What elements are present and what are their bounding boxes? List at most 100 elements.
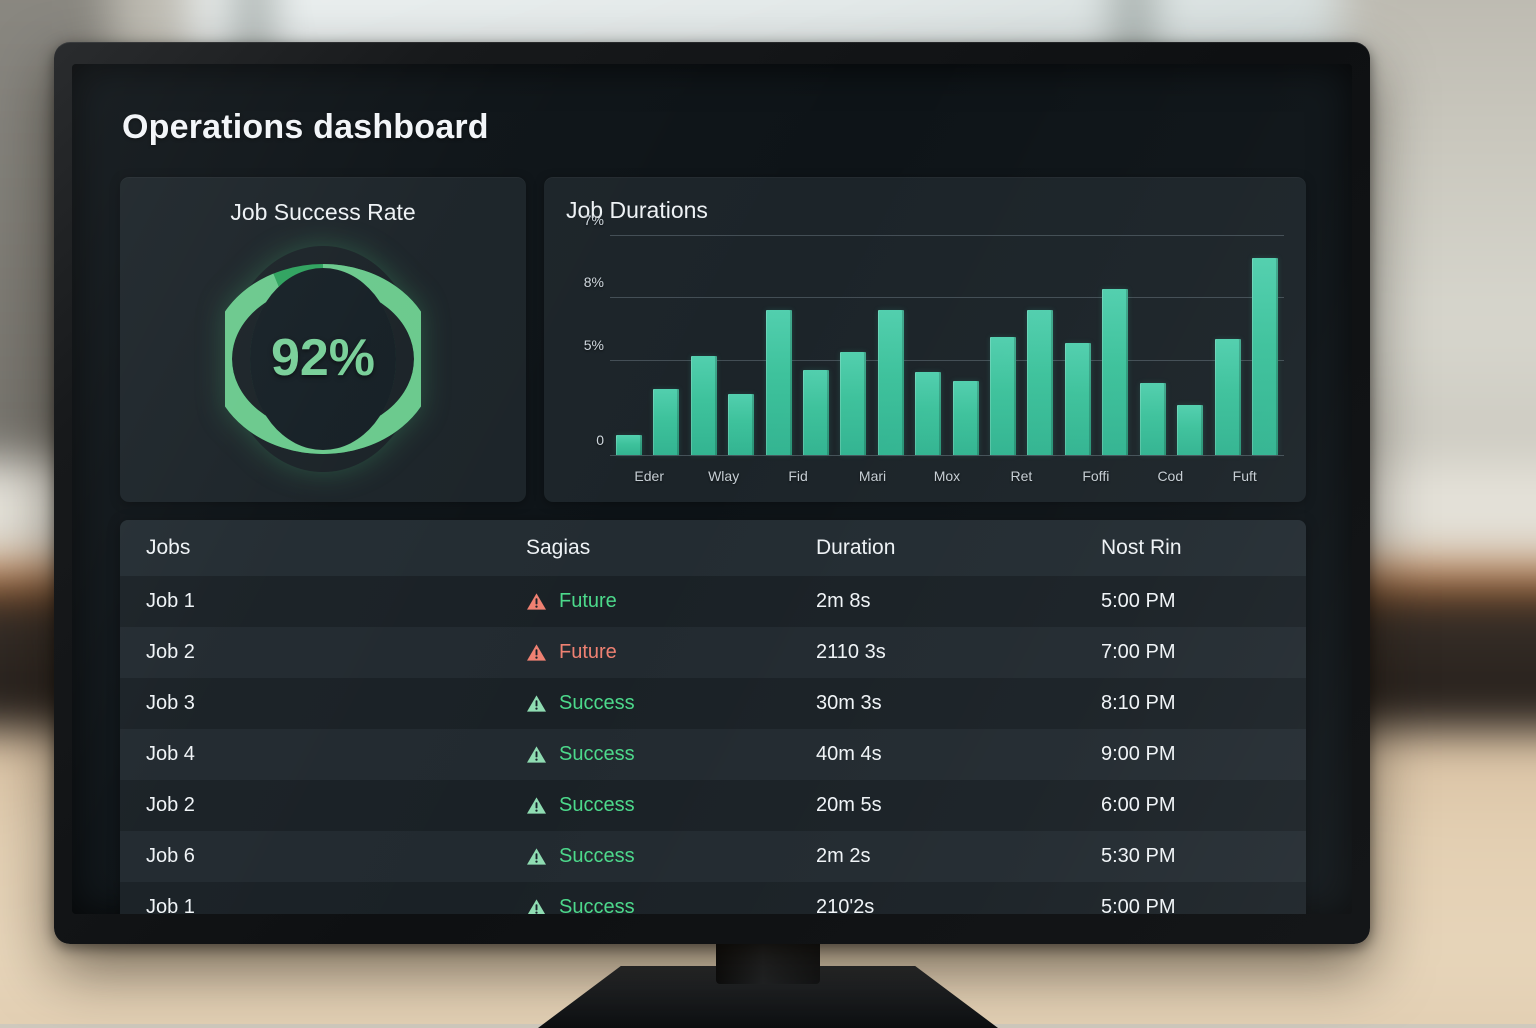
bar[interactable] (653, 389, 680, 455)
cell-duration: 2m 8s (816, 590, 871, 612)
dashboard-root: Operations dashboard Job Success Rate 92… (72, 64, 1352, 914)
monitor-stand-neck (716, 938, 820, 984)
warning-triangle-icon (527, 644, 546, 661)
cell-job-name: Job 1 (146, 590, 195, 612)
warning-triangle-icon (527, 899, 546, 914)
x-axis-tick: Fid (788, 468, 808, 484)
table-row[interactable]: Job 1 Success 210'2s 5:00 PM (120, 882, 1306, 914)
x-axis: Eder Wlay Fid Mari Mox Ret Foffi Cod Fuft (610, 468, 1284, 484)
cell-duration: 20m 5s (816, 794, 882, 816)
warning-triangle-icon (527, 848, 546, 865)
bar[interactable] (990, 336, 1017, 455)
table-row[interactable]: Job 3 Success 30m 3s 8:10 PM (120, 678, 1306, 729)
bar[interactable] (1064, 343, 1091, 455)
x-axis-tick: Eder (634, 468, 664, 484)
table-body: Job 1 Future 2m 8s 5:00 PM Job 2 Future 2110 3… (120, 576, 1306, 914)
chart-title: Job Durations (566, 197, 708, 223)
bar-chart: 7% 8% 5% 0 (566, 212, 1284, 456)
cell-job-name: Job 3 (146, 692, 195, 714)
job-success-rate-card: Job Success Rate 92% (120, 177, 526, 502)
cell-job-name: Job 1 (146, 896, 195, 914)
status-label: Success (559, 845, 635, 867)
bar[interactable] (765, 310, 792, 455)
bar[interactable] (1102, 288, 1129, 455)
warning-triangle-icon (527, 593, 546, 610)
column-header-duration[interactable]: Duration (816, 536, 896, 559)
bar[interactable] (690, 356, 717, 455)
table-row[interactable]: Job 4 Success 40m 4s 9:00 PM (120, 729, 1306, 780)
cell-next-run: 5:30 PM (1101, 845, 1176, 867)
column-header-nost-rin[interactable]: Nost Rin (1101, 536, 1182, 559)
bar[interactable] (1139, 382, 1166, 455)
bar[interactable] (1177, 404, 1204, 455)
bar[interactable] (1027, 310, 1054, 455)
y-axis: 7% 8% 5% 0 (566, 212, 610, 456)
x-axis-tick: Mox (933, 468, 961, 484)
plot-area (610, 235, 1284, 456)
cell-job-name: Job 6 (146, 845, 195, 867)
cell-duration: 2110 3s (816, 641, 886, 663)
bar[interactable] (952, 380, 979, 455)
monitor-screen: Operations dashboard Job Success Rate 92… (72, 64, 1352, 914)
y-axis-tick: 8% (583, 273, 604, 290)
monitor-bezel: Operations dashboard Job Success Rate 92… (54, 42, 1370, 944)
status-label: Success (559, 743, 635, 765)
cell-duration: 2m 2s (816, 845, 871, 867)
y-axis-tick: 7% (583, 212, 604, 228)
cell-next-run: 7:00 PM (1101, 641, 1176, 663)
warning-triangle-icon (527, 797, 546, 814)
status-label: Success (559, 896, 635, 914)
table-row[interactable]: Job 1 Future 2m 8s 5:00 PM (120, 576, 1306, 627)
status-label: Future (559, 641, 617, 663)
kpi-row: Job Success Rate 92% Job Durations (120, 177, 1306, 502)
cell-duration: 30m 3s (816, 692, 882, 714)
table-header-row: Jobs Sagias Duration Nost Rin (120, 520, 1306, 576)
bar[interactable] (1251, 257, 1278, 455)
table-row[interactable]: Job 2 Success 20m 5s 6:00 PM (120, 780, 1306, 831)
cell-next-run: 6:00 PM (1101, 794, 1176, 816)
x-axis-tick: Wlay (708, 468, 740, 484)
gridline (610, 296, 1284, 298)
bar[interactable] (840, 352, 867, 455)
status-label: Success (559, 692, 635, 714)
cell-next-run: 9:00 PM (1101, 743, 1176, 765)
gauge-title: Job Success Rate (230, 199, 416, 225)
cell-job-name: Job 2 (146, 641, 195, 663)
cell-status: Success (526, 692, 816, 715)
axis-baseline (610, 455, 1284, 456)
x-axis-tick: Cod (1157, 468, 1184, 484)
status-label: Future (559, 590, 617, 612)
table-row[interactable]: Job 6 Success 2m 2s 5:30 PM (120, 831, 1306, 882)
bar[interactable] (915, 371, 942, 455)
warning-triangle-icon (527, 746, 546, 763)
cell-job-name: Job 4 (146, 743, 195, 765)
x-axis-tick: Fuft (1232, 468, 1257, 484)
bar[interactable] (1214, 338, 1241, 455)
bar[interactable] (803, 369, 830, 455)
bar[interactable] (728, 393, 755, 455)
job-durations-card: Job Durations 7% 8% 5% 0 Eder Wlay Fid Mari Mox… (544, 177, 1306, 502)
bar-series (610, 236, 1284, 455)
donut-gauge[interactable]: 92% (225, 242, 421, 476)
cell-status: Success (526, 896, 816, 914)
bar[interactable] (616, 435, 642, 455)
cell-next-run: 8:10 PM (1101, 692, 1176, 714)
x-axis-tick: Ret (1010, 468, 1033, 484)
cell-status: Future (526, 590, 816, 613)
cell-duration: 40m 4s (816, 743, 882, 765)
cell-status: Success (526, 794, 816, 817)
y-axis-tick: 5% (583, 337, 604, 354)
y-axis-tick: 0 (596, 432, 604, 448)
cell-next-run: 5:00 PM (1101, 896, 1176, 914)
bar[interactable] (877, 310, 904, 455)
column-header-status[interactable]: Sagias (526, 536, 591, 559)
gauge-value: 92% (270, 328, 376, 387)
page-title: Operations dashboard (122, 108, 489, 146)
table-row[interactable]: Job 2 Future 2110 3s 7:00 PM (120, 627, 1306, 678)
warning-triangle-icon (527, 695, 546, 712)
cell-duration: 210'2s (816, 896, 875, 914)
status-label: Success (559, 794, 635, 816)
column-header-jobs[interactable]: Jobs (146, 536, 191, 559)
donut-gauge-svg (225, 246, 421, 472)
cell-status: Success (526, 743, 816, 766)
